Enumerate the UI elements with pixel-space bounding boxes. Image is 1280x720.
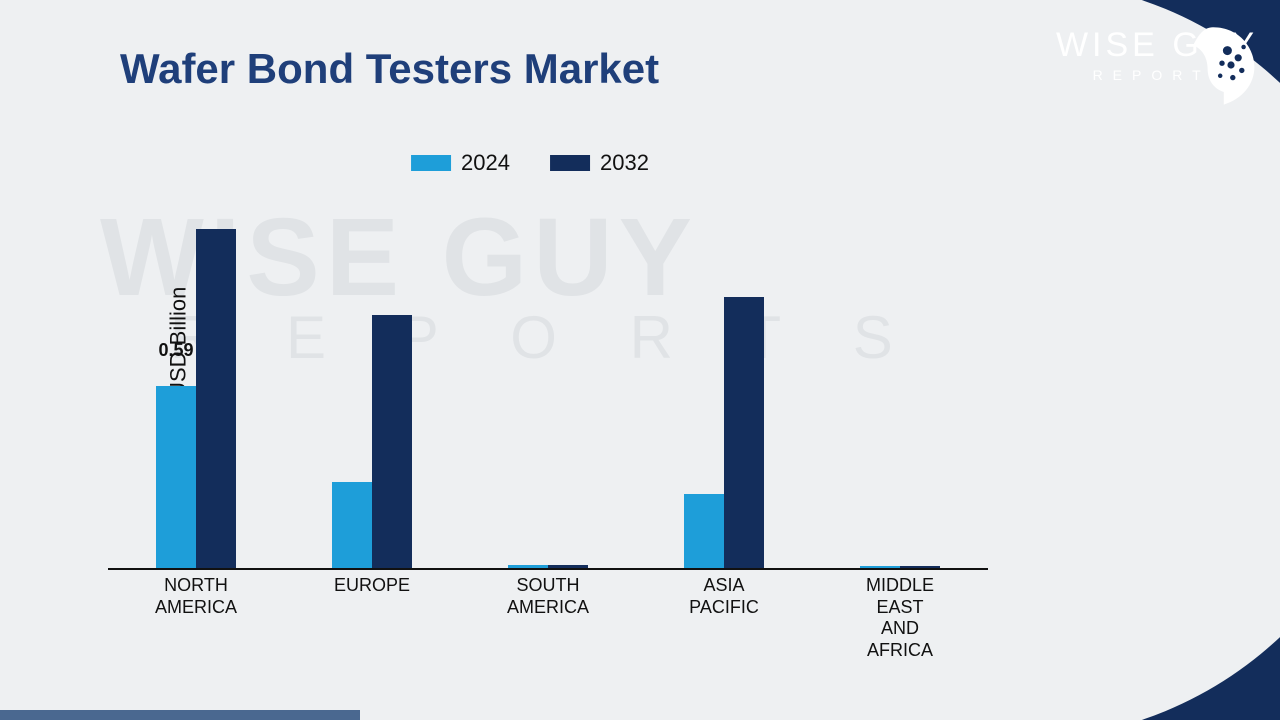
- bar-group: [812, 200, 988, 568]
- legend-label: 2032: [600, 150, 649, 176]
- bar-2024: [860, 566, 900, 568]
- legend-label: 2024: [461, 150, 510, 176]
- legend-swatch: [411, 155, 451, 171]
- legend-item: 2032: [550, 150, 649, 176]
- x-axis-label: ASIA PACIFIC: [636, 575, 812, 618]
- value-label: 0.59: [158, 340, 193, 361]
- head-icon: [1168, 20, 1258, 110]
- x-axis-label: EUROPE: [284, 575, 460, 597]
- bar-2032: [196, 229, 236, 568]
- chart-canvas: WISE GUY REPORTS Wafer Bond Testers Mark…: [0, 0, 1280, 720]
- x-axis-label: NORTH AMERICA: [108, 575, 284, 618]
- x-axis-label: MIDDLE EAST AND AFRICA: [812, 575, 988, 661]
- bar-2024: [508, 565, 548, 568]
- legend-item: 2024: [411, 150, 510, 176]
- bar-2032: [900, 566, 940, 568]
- bar-2032: [548, 565, 588, 568]
- legend-swatch: [550, 155, 590, 171]
- chart-title: Wafer Bond Testers Market: [120, 45, 659, 93]
- logo-text-a: WISE: [1056, 26, 1159, 64]
- logo: WISE GUY REPORTS: [1056, 26, 1258, 83]
- bar-group: 0.59: [108, 200, 284, 568]
- plot-area: 0.59: [108, 200, 988, 570]
- legend: 2024 2032: [411, 150, 649, 176]
- bar-group: [460, 200, 636, 568]
- chart-area: Market Size in USD Billion 2024 2032 0.5…: [50, 150, 1010, 680]
- bar-2024: [332, 482, 372, 568]
- bar-2032: [372, 315, 412, 568]
- bar-group: [284, 200, 460, 568]
- bar-2032: [724, 297, 764, 568]
- bar-2024: [684, 494, 724, 568]
- bar-group: [636, 200, 812, 568]
- x-axis-label: SOUTH AMERICA: [460, 575, 636, 618]
- bar-2024: [156, 386, 196, 568]
- bottom-accent: [0, 710, 360, 720]
